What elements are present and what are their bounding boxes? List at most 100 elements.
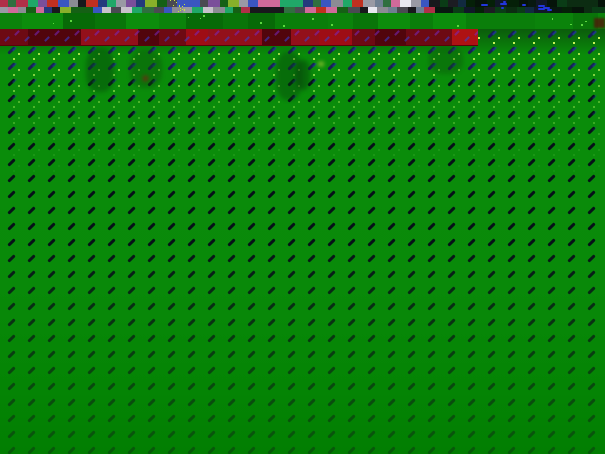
pattern-dot [498, 53, 500, 55]
pattern-dot [53, 138, 55, 140]
pattern-dot [553, 106, 555, 108]
pattern-dot [333, 58, 335, 60]
pattern-dash-mark [587, 142, 596, 151]
pattern-dot [358, 117, 360, 119]
pattern-dash-mark [167, 270, 176, 279]
pattern-dot [538, 133, 540, 135]
pattern-dash-mark [87, 206, 96, 215]
noise-block [280, 0, 292, 7]
pattern-dash-mark [367, 382, 376, 391]
pattern-dash-mark [287, 318, 296, 327]
pattern-dash-mark [287, 414, 296, 423]
pattern-dash-mark [87, 414, 96, 423]
green-band-block [126, 13, 159, 29]
pattern-dot [413, 74, 415, 76]
red-band-block [406, 29, 428, 45]
pattern-dash-mark [147, 206, 156, 215]
pattern-dash-mark [7, 414, 16, 423]
green-band-speckle [570, 24, 572, 25]
pattern-dash-mark [27, 350, 36, 359]
pattern-dot [353, 138, 355, 140]
pattern-dot [198, 53, 200, 55]
pattern-dot [498, 133, 500, 135]
pattern-dash-mark [527, 446, 536, 454]
pattern-dot [273, 58, 275, 60]
green-band-block [302, 13, 328, 29]
green-band-block [433, 13, 466, 29]
pattern-dash-mark [387, 382, 396, 391]
pattern-dash-mark [227, 350, 236, 359]
pattern-dash-mark [347, 222, 356, 231]
pattern-dash-mark [87, 446, 96, 454]
pattern-dash-mark [127, 206, 136, 215]
pattern-dot [13, 58, 15, 60]
pattern-dash-mark [67, 158, 76, 167]
pattern-dot [453, 58, 455, 60]
pattern-dot [93, 58, 95, 60]
noise-block [52, 7, 60, 13]
pattern-dash-mark [67, 222, 76, 231]
pattern-dash-mark [27, 142, 36, 151]
noise-block [391, 0, 400, 7]
pattern-dash-mark [447, 206, 456, 215]
pattern-dot [233, 154, 235, 156]
pattern-dot [118, 53, 120, 55]
pattern-dot [113, 122, 115, 124]
pattern-dash-mark [507, 302, 516, 311]
red-band-block [159, 29, 186, 45]
pattern-dash-mark [227, 174, 236, 183]
pattern-dash-mark [387, 414, 396, 423]
pattern-dot [313, 170, 315, 172]
green-band-block [0, 13, 22, 29]
green-band-block [328, 13, 353, 29]
pattern-dash-mark [447, 222, 456, 231]
pattern-dash-mark [427, 238, 436, 247]
pattern-dot [213, 74, 215, 76]
pattern-dash-mark [47, 414, 56, 423]
pattern-dot [438, 85, 440, 87]
pattern-dash-mark [287, 334, 296, 343]
pattern-dot [38, 117, 40, 119]
pattern-dash-mark [287, 222, 296, 231]
pattern-dash-mark [347, 142, 356, 151]
pattern-dot [258, 85, 260, 87]
pattern-dash-mark [527, 190, 536, 199]
pattern-dash-mark [87, 142, 96, 151]
pattern-dash-mark [67, 254, 76, 263]
pattern-dot [313, 106, 315, 108]
pattern-dash-mark [467, 238, 476, 247]
pattern-dot [198, 85, 200, 87]
pattern-dash-mark [467, 366, 476, 375]
pattern-dot [478, 165, 480, 167]
pattern-dot [78, 85, 80, 87]
red-band-block [262, 29, 291, 45]
noise-block [363, 0, 375, 7]
pattern-dot [558, 69, 560, 71]
pattern-dot [493, 90, 495, 92]
pattern-dot [553, 90, 555, 92]
pattern-dot [293, 154, 295, 156]
pattern-dot [318, 149, 320, 151]
pattern-dot [453, 122, 455, 124]
pattern-dash-mark [427, 318, 436, 327]
pattern-dot [398, 69, 400, 71]
pattern-dash-mark [127, 190, 136, 199]
pattern-dash-mark [407, 350, 416, 359]
pattern-dash-mark [487, 158, 496, 167]
pattern-dash-mark [287, 238, 296, 247]
pattern-dot [13, 106, 15, 108]
pattern-dot [218, 69, 220, 71]
noise-block [458, 0, 466, 7]
pattern-dot [38, 149, 40, 151]
pattern-dash-mark [287, 302, 296, 311]
pattern-dot [198, 117, 200, 119]
pattern-dash-mark [7, 430, 16, 439]
noise-blue-squiggle [522, 4, 526, 6]
pattern-dot [393, 122, 395, 124]
pattern-dot [333, 170, 335, 172]
pattern-dash-mark [427, 286, 436, 295]
pattern-dot [458, 85, 460, 87]
noise-block [578, 0, 589, 7]
green-band-speckle [585, 21, 587, 22]
pattern-dash-mark [307, 430, 316, 439]
